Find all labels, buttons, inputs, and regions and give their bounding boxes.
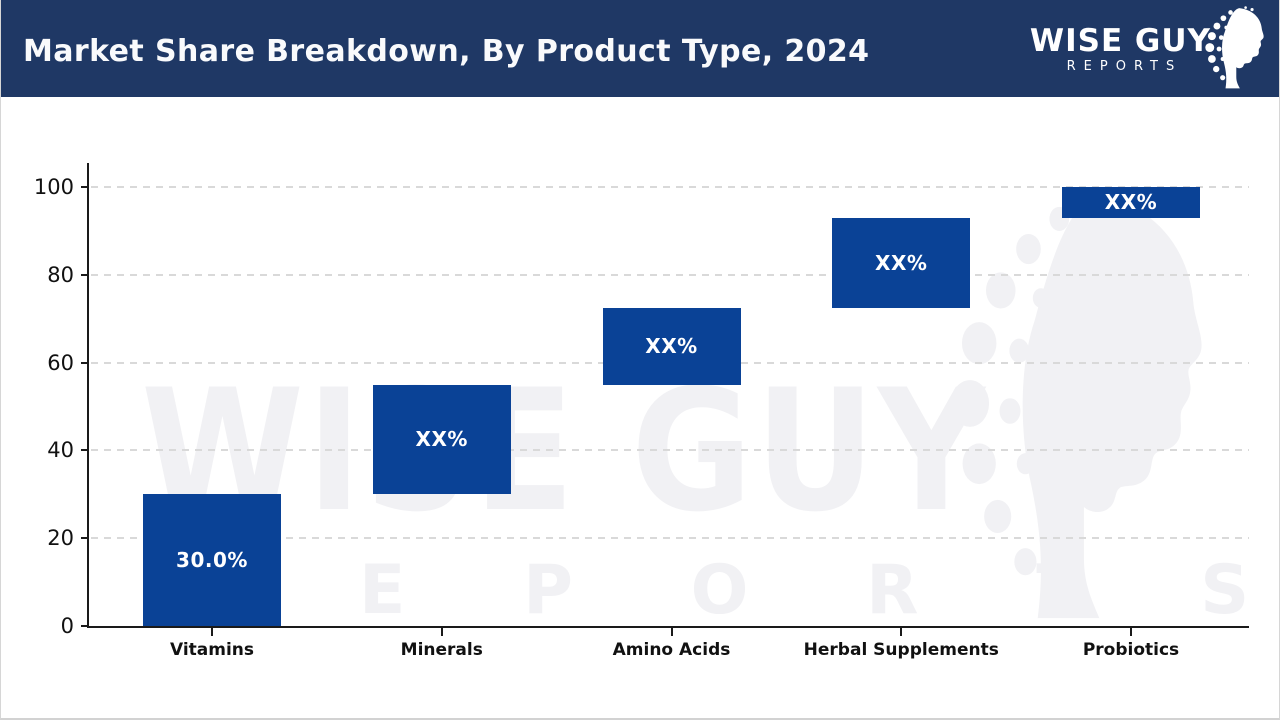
- bar-label: XX%: [415, 427, 468, 452]
- bar: XX%: [1062, 187, 1200, 218]
- y-tick-label: 100: [33, 175, 74, 199]
- y-tick-mark: [81, 186, 89, 188]
- y-tick-label: 80: [47, 262, 74, 287]
- y-axis-line: [87, 163, 89, 628]
- y-tick-label: 0: [60, 614, 74, 638]
- chart-title: Market Share Breakdown, By Product Type,…: [23, 34, 870, 69]
- y-tick-mark: [81, 537, 89, 540]
- gridline: [91, 449, 1249, 452]
- logo-subtitle: REPORTS: [1066, 59, 1183, 75]
- gridline: [91, 186, 1249, 188]
- bar: XX%: [832, 217, 971, 308]
- bar-label: XX%: [1104, 190, 1158, 215]
- x-tick-label: Probiotics: [1082, 640, 1180, 660]
- wiseguy-head-icon: [1201, 6, 1273, 92]
- bar-label: XX%: [645, 334, 698, 359]
- y-tick-label: 40: [47, 438, 74, 463]
- logo-wordmark: WISE GUY: [1029, 22, 1211, 59]
- gridline: [91, 537, 1249, 540]
- x-tick-label: Vitamins: [169, 640, 255, 660]
- bar: XX%: [372, 384, 511, 495]
- y-tick-mark: [81, 449, 89, 452]
- plot-area: 0 20 40 60 80 100 Vitamins 30.0% Minerals XX% Amin…: [1, 97, 1279, 718]
- bar: XX%: [602, 307, 741, 385]
- x-tick-mark: [1130, 628, 1132, 636]
- x-tick-mark: [440, 628, 443, 636]
- gridline: [91, 273, 1249, 276]
- x-tick-label: Herbal Supplements: [803, 640, 999, 660]
- y-tick-label: 20: [47, 526, 74, 551]
- x-tick-label: Minerals: [400, 640, 483, 660]
- y-tick-mark: [81, 361, 89, 364]
- bar: 30.0%: [143, 494, 281, 626]
- y-tick-mark: [81, 273, 89, 276]
- y-tick-mark: [81, 625, 89, 627]
- x-tick-mark: [670, 628, 673, 636]
- x-tick-mark: [211, 628, 213, 636]
- x-axis-line: [87, 626, 1249, 628]
- wiseguy-logo-text: WISE GUY REPORTS: [1030, 24, 1211, 74]
- wiseguy-logo: WISE GUY REPORTS: [1030, 4, 1273, 94]
- bar-label: XX%: [875, 250, 928, 275]
- header: Market Share Breakdown, By Product Type,…: [1, 0, 1279, 97]
- bar-label: 30.0%: [176, 548, 248, 573]
- chart-area: WISE GUY R E P O R T S 0 20 40 60 80 100 Vitam…: [1, 97, 1279, 718]
- x-tick-label: Amino Acids: [612, 640, 731, 660]
- x-tick-mark: [900, 628, 903, 636]
- y-tick-label: 60: [47, 350, 74, 375]
